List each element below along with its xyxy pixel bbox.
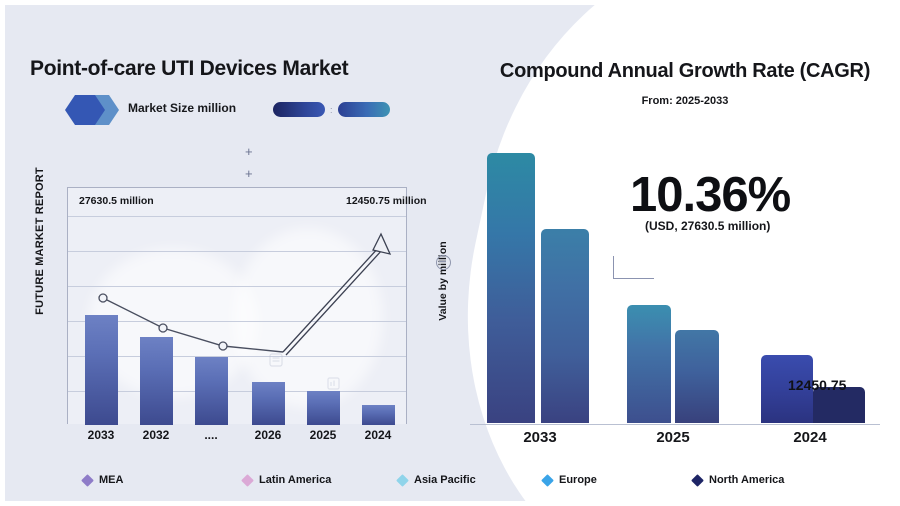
bar-dots [195,357,228,425]
bar-2025-secondary [675,330,719,423]
right-chart-baseline [470,424,880,425]
x-label-2024: 2024 [793,429,827,446]
bar-2032 [140,337,173,425]
trend-line-series [98,232,392,356]
bar-2024-primary [761,355,813,423]
cagr-subtitle: From: 2025-2033 [641,95,729,107]
plus-mark-icon-1: + [245,144,253,159]
bar-2025 [307,391,340,425]
left-chart-plot-area [67,187,407,424]
bar-2024-secondary [813,387,865,423]
plus-mark-icon-2: + [245,166,253,181]
page-title: Point-of-care UTI Devices Market [30,57,349,80]
x-label-4: 2025 [309,428,337,442]
gridline [68,251,406,252]
watermark-list-icon [269,353,283,367]
gradient-pill-secondary [337,102,390,117]
region-legend: MEA Latin America Asia Pacific Europe No… [81,469,843,491]
legend-item-asia-pacific[interactable]: Asia Pacific [396,473,543,487]
legend-label: Asia Pacific [414,474,476,486]
x-label-0: 2033 [87,428,115,442]
cagr-usd-label: (USD, 27630.5 million) [645,219,771,233]
gridline [68,356,406,357]
cagr-title: Compound Annual Growth Rate (CAGR) [499,60,871,82]
right-x-axis-labels: 2033 2025 2024 [465,429,895,449]
right-panel: Compound Annual Growth Rate (CAGR) From:… [445,5,895,501]
axis-label-future-market-report: FUTURE MARKET REPORT [34,167,46,315]
circle-minus-icon [436,255,451,270]
legend-label: North America [709,474,785,486]
value-label-start: 27630.5 million [79,195,154,207]
legend-item-north-america[interactable]: North America [691,473,785,487]
left-x-axis-labels: 2033 2032 .... 2026 2025 2024 [67,428,407,446]
x-label-5: 2024 [364,428,392,442]
decorative-blob-2 [233,228,383,408]
gradient-pill-group: : [273,102,390,117]
gradient-pill-primary [273,102,325,117]
x-label-2: .... [204,428,218,442]
bar-2033-primary [487,153,535,423]
x-label-2025: 2025 [656,429,690,446]
x-label-1: 2032 [142,428,170,442]
watermark-chart-icon [327,377,340,390]
legend-item-latin-america[interactable]: Latin America [241,473,398,487]
legend-label: Latin America [259,474,332,486]
pill-separator: : [330,104,333,115]
legend-label: MEA [99,474,124,486]
bar-2033-secondary [541,229,589,423]
gridline [68,216,406,217]
left-panel: Point-of-care UTI Devices Market Market … [5,5,465,501]
logo-legend-row: Market Size million : [65,93,405,129]
x-label-2033: 2033 [523,429,557,446]
growth-arrow-icon [282,232,392,356]
bar-2033 [85,315,118,425]
market-size-legend-label: Market Size million [128,101,237,115]
gridline [68,321,406,322]
brand-hexagon-icon [65,95,119,125]
legend-item-mea[interactable]: MEA [81,473,243,487]
bar-2026 [252,382,285,425]
gridline [68,391,406,392]
gridline [68,286,406,287]
bar-2024 [362,405,395,425]
bar-2025-primary [627,305,671,423]
x-label-3: 2026 [254,428,282,442]
value-annotation-2024: 12450.75 [788,377,847,393]
axis-corner-decoration [613,256,654,279]
value-label-end: 12450.75 million [346,195,427,207]
legend-label: Europe [559,474,597,486]
legend-item-europe[interactable]: Europe [541,473,693,487]
cagr-value: 10.36% [630,168,791,222]
